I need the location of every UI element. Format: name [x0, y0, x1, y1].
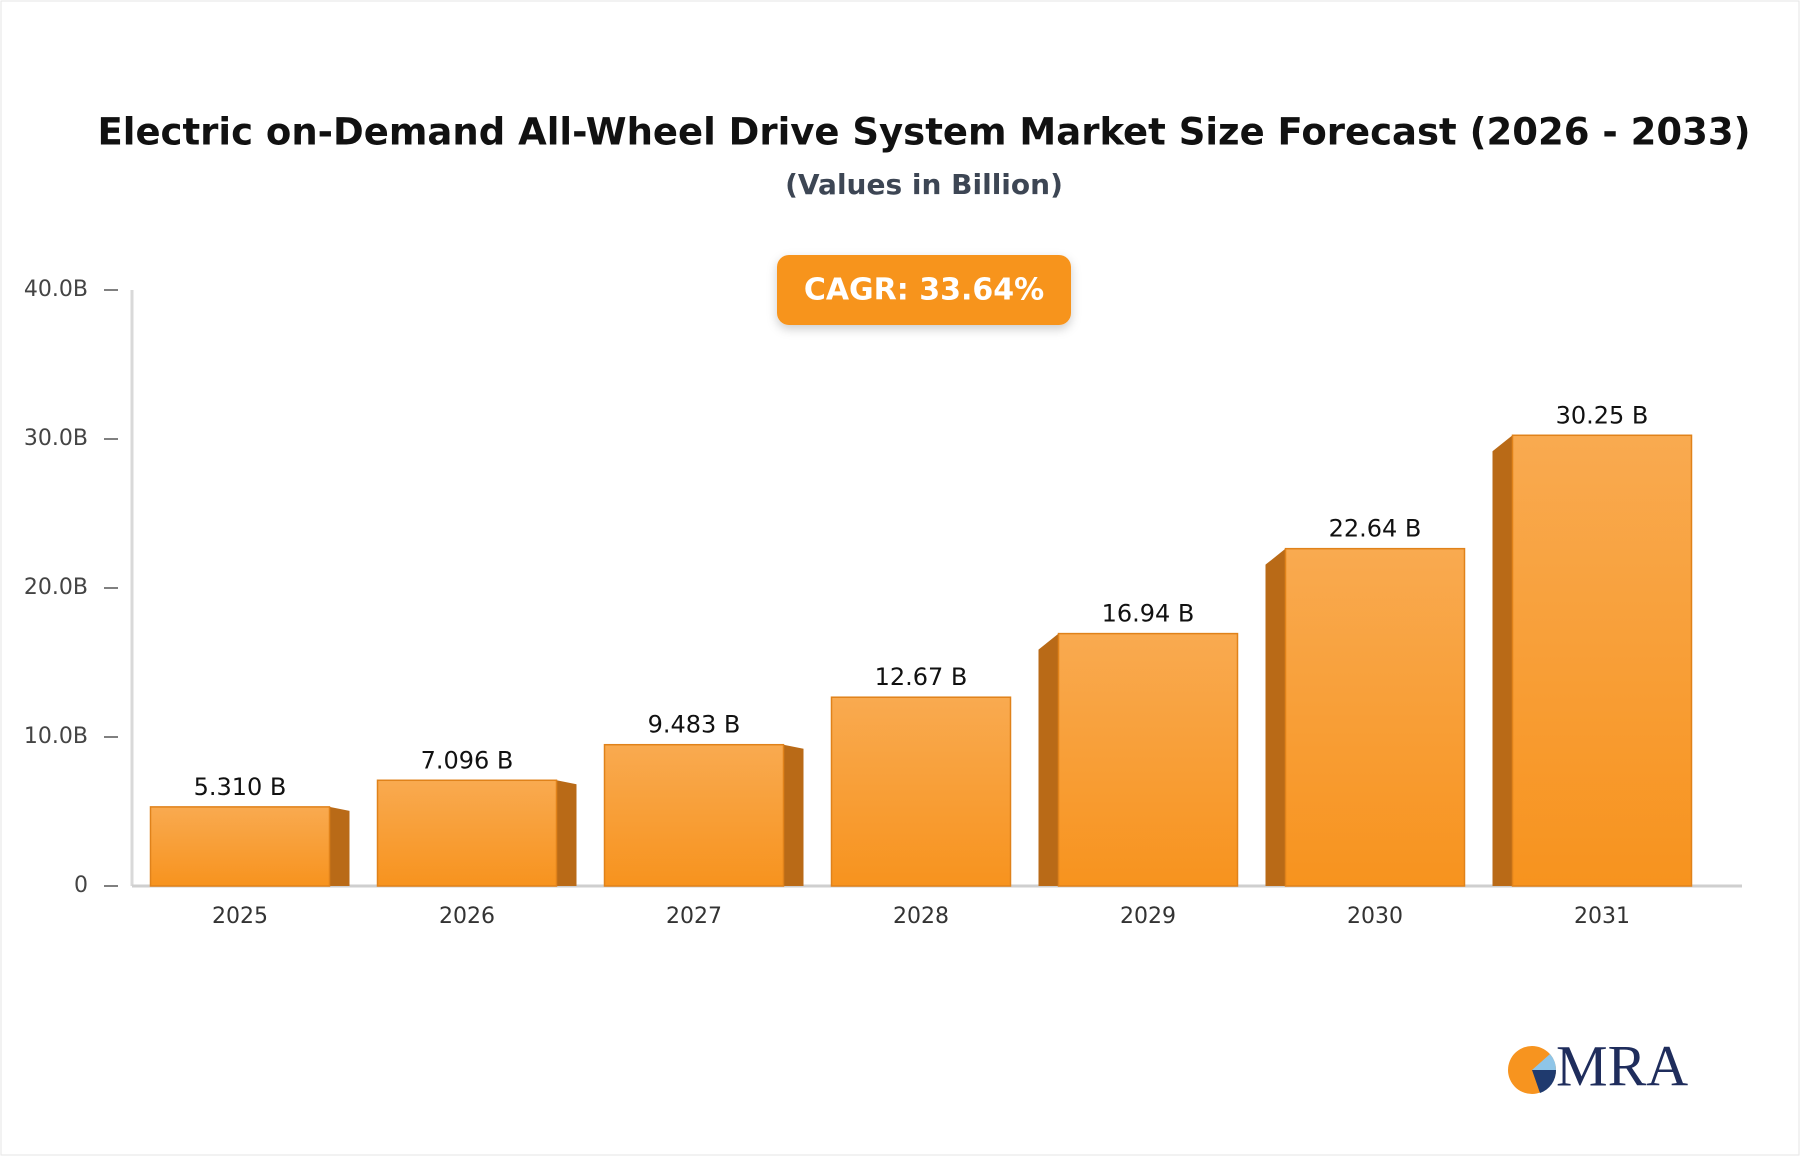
bar	[1511, 434, 1693, 887]
logo-icon-slice	[1532, 1054, 1557, 1070]
logo-text: MRA	[1556, 1033, 1688, 1098]
x-tick-label: 2028	[893, 904, 949, 929]
x-tick-label: 2029	[1120, 904, 1176, 929]
y-tick-label: 10.0B	[24, 724, 88, 749]
bar-side	[1265, 548, 1286, 886]
bar-side	[329, 806, 350, 886]
value-label: 5.310 B	[194, 773, 287, 801]
bar	[149, 806, 331, 887]
bar-side	[1038, 633, 1059, 886]
value-label: 9.483 B	[648, 711, 741, 739]
y-tick-label: 20.0B	[24, 575, 88, 600]
x-tick-label: 2031	[1574, 904, 1630, 929]
cagr-box	[777, 255, 1071, 325]
y-tick-label: 40.0B	[24, 277, 88, 302]
y-tick-label: 30.0B	[24, 426, 88, 451]
logo: MRA	[1508, 1033, 1688, 1098]
bar	[1284, 547, 1466, 887]
chart-title: Electric on-Demand All-Wheel Drive Syste…	[98, 111, 1751, 154]
logo-icon-slice	[1532, 1070, 1557, 1093]
value-label: 7.096 B	[421, 746, 514, 774]
bar	[603, 743, 785, 887]
value-label: 22.64 B	[1329, 515, 1422, 543]
x-tick-label: 2027	[666, 904, 722, 929]
y-tick-label: 0	[74, 873, 88, 898]
x-tick-label: 2030	[1347, 904, 1403, 929]
cagr-text: CAGR: 33.64%	[804, 273, 1044, 308]
bar-side	[783, 744, 804, 886]
bar-side	[1492, 435, 1513, 886]
value-label: 16.94 B	[1102, 600, 1195, 628]
x-tick-label: 2025	[212, 904, 268, 929]
bar	[830, 696, 1012, 887]
cagr-badge: CAGR: 33.64%	[777, 255, 1071, 325]
bar-side	[556, 780, 577, 886]
x-tick-label: 2026	[439, 904, 495, 929]
bar	[1057, 632, 1239, 887]
chart-subtitle: (Values in Billion)	[785, 168, 1063, 201]
value-label: 12.67 B	[875, 663, 968, 691]
bar	[376, 779, 558, 887]
value-label: 30.25 B	[1556, 401, 1649, 429]
